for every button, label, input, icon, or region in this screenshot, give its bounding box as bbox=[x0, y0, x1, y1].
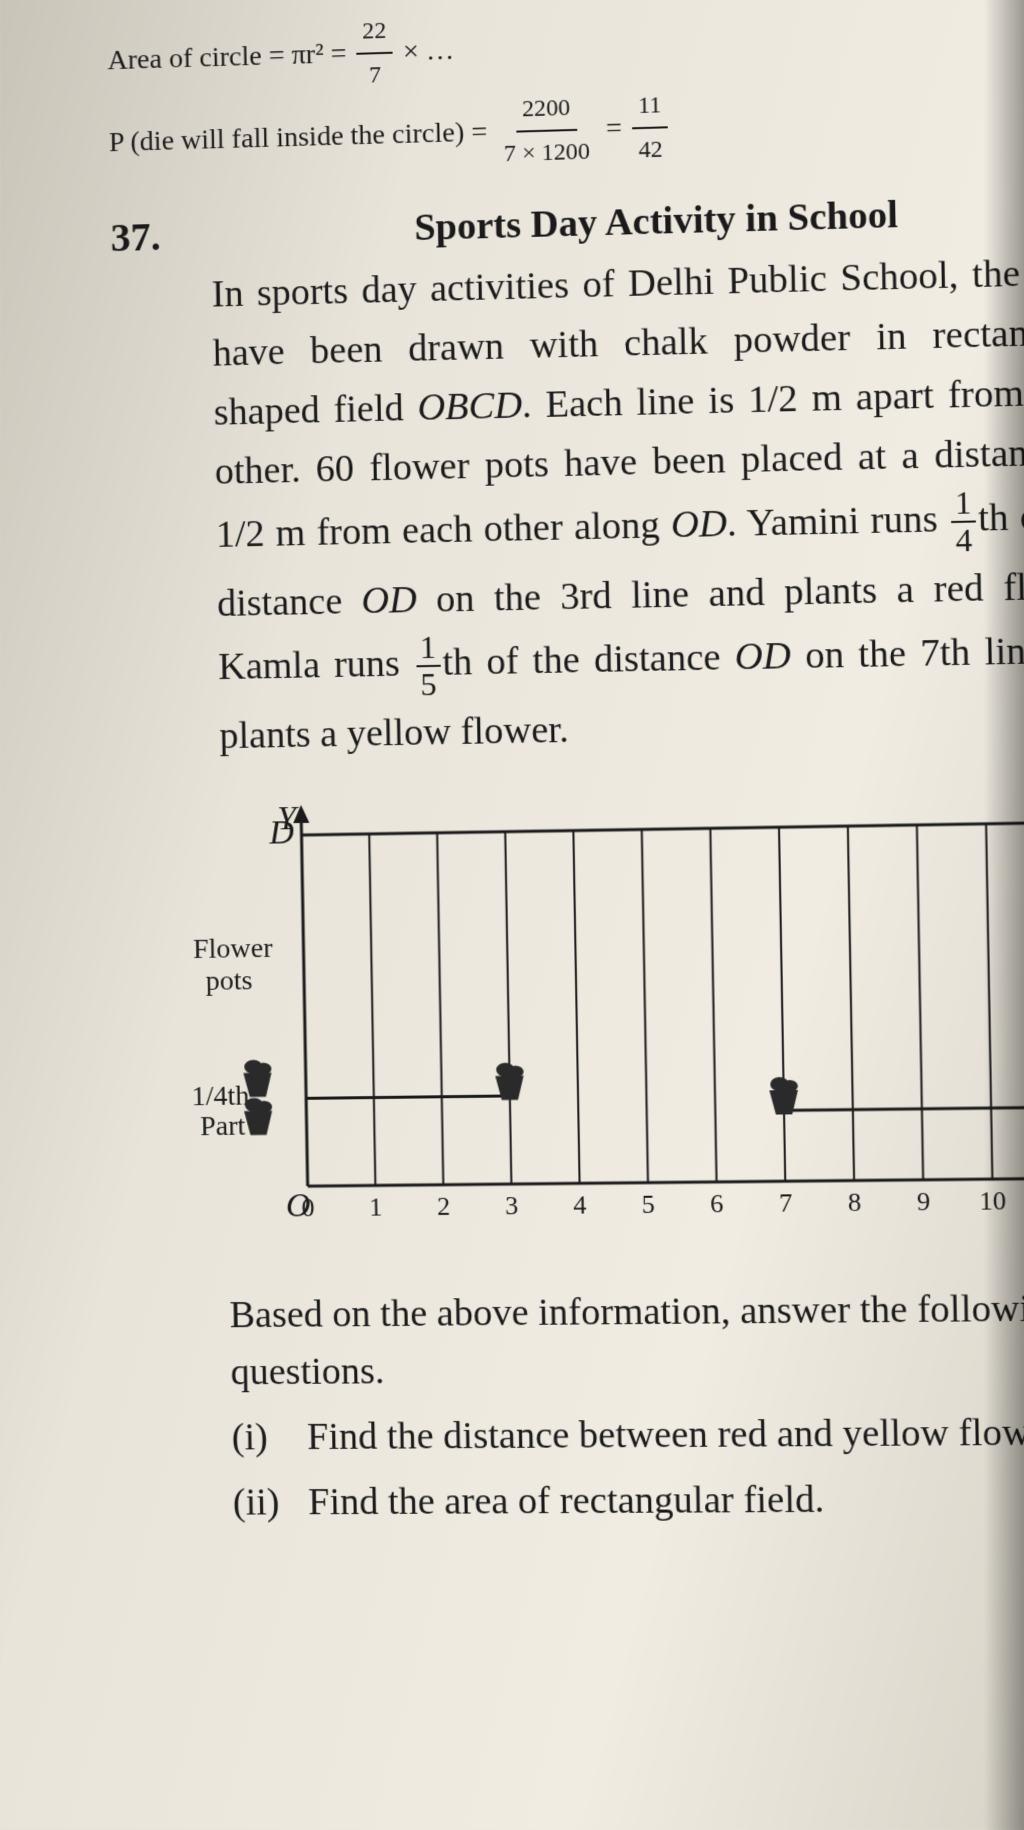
pre-question-text: Area of circle = πr² = 22 7 × … P (die w… bbox=[107, 0, 945, 184]
subq-1-text: Find the distance between red and yellow… bbox=[307, 1404, 1024, 1466]
subq-2-roman: (ii) bbox=[232, 1474, 308, 1532]
subq-1-roman: (i) bbox=[231, 1409, 307, 1467]
svg-text:7: 7 bbox=[779, 1188, 793, 1217]
svg-text:9: 9 bbox=[917, 1186, 931, 1216]
svg-text:6: 6 bbox=[710, 1189, 724, 1218]
svg-text:Part: Part bbox=[200, 1111, 246, 1143]
post-intro: Based on the above information, answer t… bbox=[229, 1279, 1024, 1401]
svg-text:4: 4 bbox=[573, 1190, 587, 1219]
svg-text:Flower: Flower bbox=[193, 933, 274, 965]
field-chart: YXDC01234567891011OBFlowerpots1/4thPart1… bbox=[180, 781, 1024, 1257]
svg-text:8: 8 bbox=[848, 1187, 862, 1217]
p-fraction-2: 11 42 bbox=[631, 86, 669, 170]
svg-text:pots: pots bbox=[205, 965, 252, 997]
chart-svg: YXDC01234567891011OBFlowerpots1/4thPart1… bbox=[180, 781, 1024, 1257]
post-text: Based on the above information, answer t… bbox=[229, 1279, 1024, 1531]
svg-text:1/4th: 1/4th bbox=[191, 1081, 249, 1113]
question-number: 37. bbox=[110, 213, 181, 262]
svg-text:3: 3 bbox=[505, 1191, 519, 1220]
area-line: Area of circle = πr² = bbox=[107, 32, 347, 84]
svg-text:1: 1 bbox=[369, 1192, 383, 1221]
svg-text:2: 2 bbox=[437, 1191, 451, 1220]
frac-1-4: 14 bbox=[951, 485, 977, 560]
question-title: Sports Day Activity in School bbox=[210, 187, 1024, 255]
p-fraction-1: 2200 7 × 1200 bbox=[497, 88, 597, 174]
frac-1-5: 15 bbox=[415, 629, 441, 703]
area-fraction: 22 7 bbox=[356, 12, 394, 96]
svg-text:O: O bbox=[286, 1187, 311, 1224]
svg-text:10: 10 bbox=[979, 1186, 1006, 1216]
subq-2-text: Find the area of rectangular field. bbox=[308, 1470, 1024, 1531]
svg-text:5: 5 bbox=[641, 1189, 655, 1218]
question-text: In sports day activities of Delhi Public… bbox=[211, 242, 1024, 766]
svg-text:D: D bbox=[268, 814, 295, 852]
p-line-prefix: P (die will fall inside the circle) = bbox=[109, 110, 488, 166]
